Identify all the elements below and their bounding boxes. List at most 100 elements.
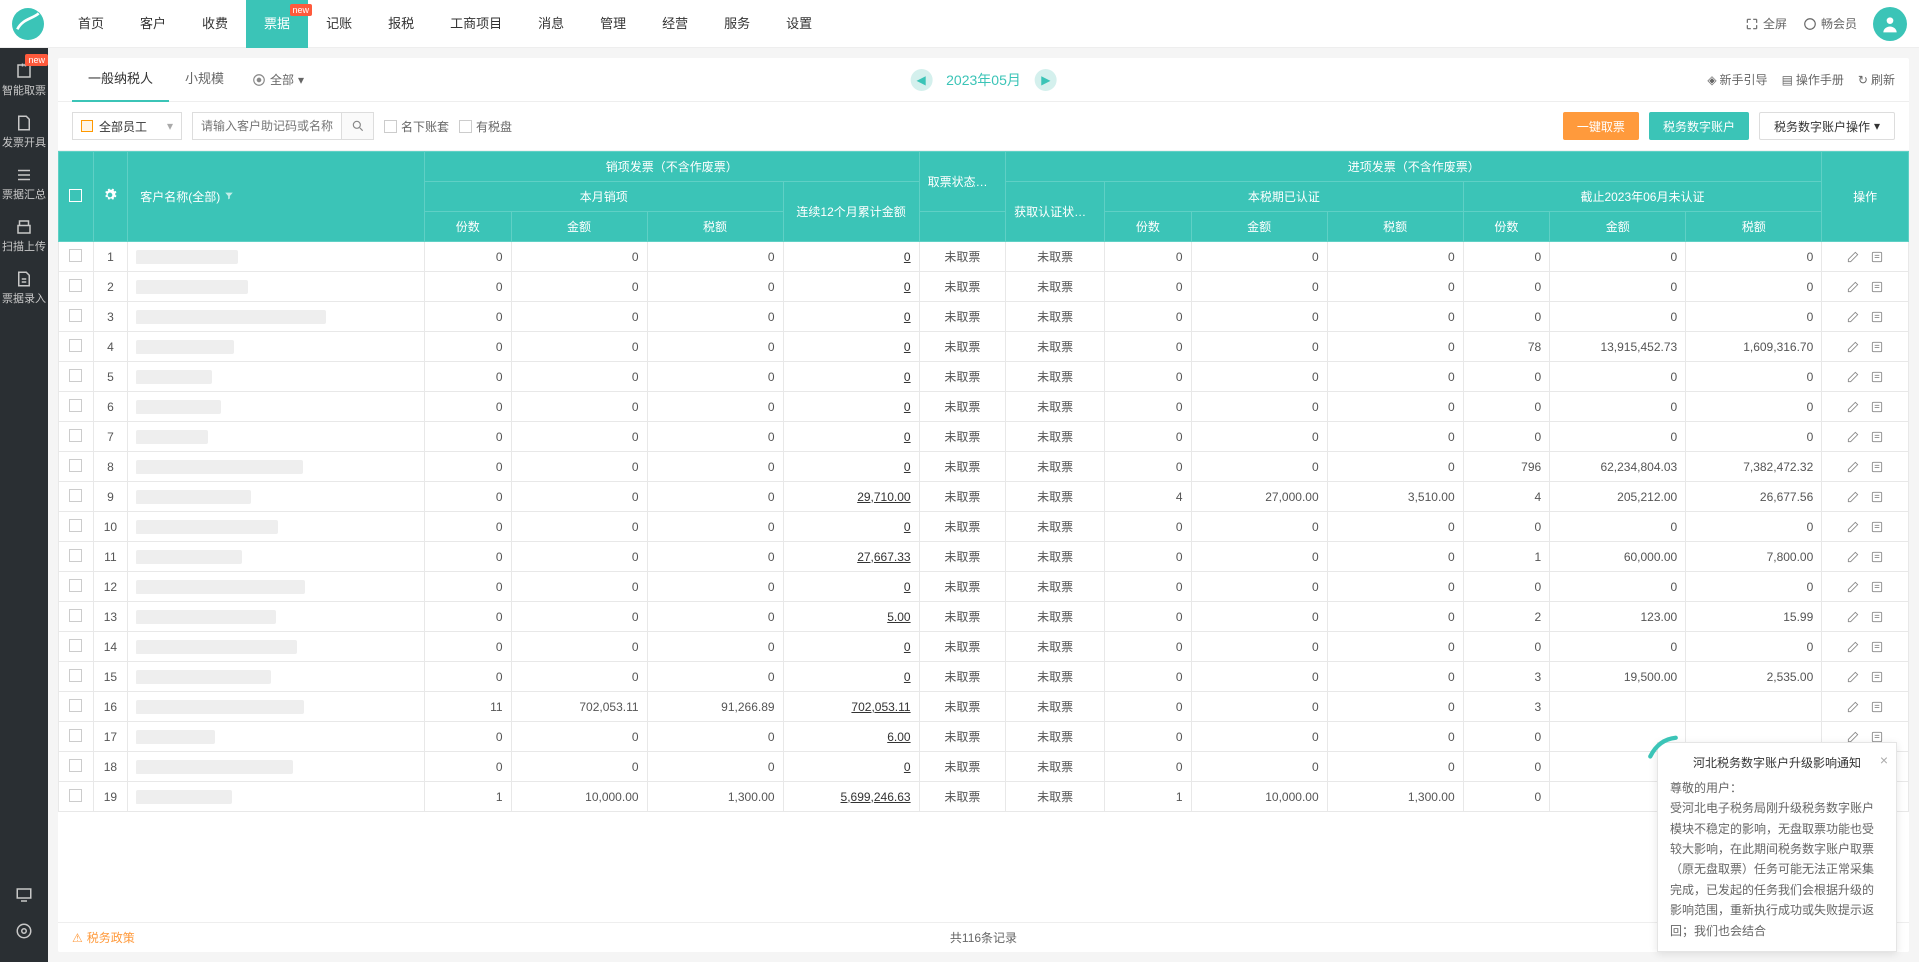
edit-icon[interactable] (1846, 640, 1860, 654)
row-checkbox[interactable] (69, 339, 82, 352)
sidebar-票据录入[interactable]: 票据录入 (0, 262, 48, 314)
tab-all-selector[interactable]: 全部 ▾ (252, 71, 304, 88)
detail-icon[interactable] (1870, 640, 1884, 654)
edit-icon[interactable] (1846, 370, 1860, 384)
nav-首页[interactable]: 首页 (60, 0, 122, 48)
edit-icon[interactable] (1846, 400, 1860, 414)
current-date[interactable]: 2023年05月 (946, 70, 1021, 90)
sidebar-发票开具[interactable]: 发票开具 (0, 106, 48, 158)
under-account-checkbox[interactable]: 名下账套 (384, 118, 449, 135)
sidebar-扫描上传[interactable]: 扫描上传 (0, 210, 48, 262)
edit-icon[interactable] (1846, 490, 1860, 504)
row-checkbox[interactable] (69, 309, 82, 322)
row-checkbox[interactable] (69, 699, 82, 712)
edit-icon[interactable] (1846, 610, 1860, 624)
nav-客户[interactable]: 客户 (122, 0, 184, 48)
data-table-wrap[interactable]: 客户名称(全部) 销项发票（不含作废票） 取票状态（全部） 进项发票（不含作废票… (58, 151, 1909, 922)
table-row[interactable]: 10▇▇▇▇0000未取票未取票000000 (59, 512, 1909, 542)
detail-icon[interactable] (1870, 250, 1884, 264)
table-row[interactable]: 13▇▇▇▇0005.00未取票未取票0002123.0015.99 (59, 602, 1909, 632)
digital-account-button[interactable]: 税务数字账户 (1649, 112, 1749, 140)
nav-收费[interactable]: 收费 (184, 0, 246, 48)
table-row[interactable]: 18▇▇▇▇0000未取票未取票0000 (59, 752, 1909, 782)
tab-small[interactable]: 小规模 (169, 58, 240, 102)
digital-account-ops-button[interactable]: 税务数字账户操作▾ (1759, 112, 1895, 140)
refresh-link[interactable]: ↻ 刷新 (1858, 71, 1895, 88)
sidebar-monitor-icon[interactable] (0, 878, 48, 914)
table-row[interactable]: 14▇▇▇▇0000未取票未取票000000 (59, 632, 1909, 662)
nav-记账[interactable]: 记账 (308, 0, 370, 48)
detail-icon[interactable] (1870, 730, 1884, 744)
row-checkbox[interactable] (69, 399, 82, 412)
table-row[interactable]: 3▇▇▇▇0000未取票未取票000000 (59, 302, 1909, 332)
detail-icon[interactable] (1870, 400, 1884, 414)
detail-icon[interactable] (1870, 490, 1884, 504)
guide-link[interactable]: ◈ 新手引导 (1707, 71, 1767, 88)
table-row[interactable]: 2▇▇▇▇0000未取票未取票000000 (59, 272, 1909, 302)
sidebar-help-icon[interactable] (0, 914, 48, 950)
detail-icon[interactable] (1870, 610, 1884, 624)
edit-icon[interactable] (1846, 550, 1860, 564)
table-row[interactable]: 17▇▇▇▇0006.00未取票未取票0000 (59, 722, 1909, 752)
edit-icon[interactable] (1846, 580, 1860, 594)
table-row[interactable]: 12▇▇▇▇0000未取票未取票000000 (59, 572, 1909, 602)
notice-close-button[interactable]: × (1880, 749, 1888, 773)
table-row[interactable]: 9▇▇▇▇00029,710.00未取票未取票427,000.003,510.0… (59, 482, 1909, 512)
edit-icon[interactable] (1846, 340, 1860, 354)
sidebar-智能取票[interactable]: 智能取票new (0, 54, 48, 106)
row-checkbox[interactable] (69, 519, 82, 532)
row-checkbox[interactable] (69, 369, 82, 382)
edit-icon[interactable] (1846, 670, 1860, 684)
table-row[interactable]: 8▇▇▇▇0000未取票未取票00079662,234,804.037,382,… (59, 452, 1909, 482)
edit-icon[interactable] (1846, 730, 1860, 744)
onekey-fetch-button[interactable]: 一键取票 (1563, 112, 1639, 140)
row-checkbox[interactable] (69, 759, 82, 772)
nav-经营[interactable]: 经营 (644, 0, 706, 48)
row-checkbox[interactable] (69, 669, 82, 682)
date-prev[interactable]: ◀ (910, 69, 932, 91)
nav-服务[interactable]: 服务 (706, 0, 768, 48)
user-avatar[interactable] (1873, 7, 1907, 41)
detail-icon[interactable] (1870, 340, 1884, 354)
nav-工商项目[interactable]: 工商项目 (432, 0, 520, 48)
detail-icon[interactable] (1870, 700, 1884, 714)
nav-设置[interactable]: 设置 (768, 0, 830, 48)
edit-icon[interactable] (1846, 250, 1860, 264)
detail-icon[interactable] (1870, 430, 1884, 444)
row-checkbox[interactable] (69, 249, 82, 262)
row-checkbox[interactable] (69, 429, 82, 442)
nav-管理[interactable]: 管理 (582, 0, 644, 48)
manual-link[interactable]: ▤ 操作手册 (1782, 71, 1844, 88)
nav-票据[interactable]: 票据new (246, 0, 308, 48)
row-checkbox[interactable] (69, 639, 82, 652)
row-checkbox[interactable] (69, 579, 82, 592)
table-row[interactable]: 15▇▇▇▇0000未取票未取票000319,500.002,535.00 (59, 662, 1909, 692)
row-checkbox[interactable] (69, 729, 82, 742)
row-checkbox[interactable] (69, 789, 82, 802)
detail-icon[interactable] (1870, 460, 1884, 474)
row-checkbox[interactable] (69, 279, 82, 292)
sidebar-票据汇总[interactable]: 票据汇总 (0, 158, 48, 210)
has-disk-checkbox[interactable]: 有税盘 (459, 118, 512, 135)
edit-icon[interactable] (1846, 520, 1860, 534)
edit-icon[interactable] (1846, 310, 1860, 324)
member-button[interactable]: 畅会员 (1803, 15, 1857, 32)
customer-search-input[interactable] (192, 112, 342, 140)
select-all-checkbox[interactable] (69, 189, 82, 202)
fullscreen-button[interactable]: 全屏 (1745, 15, 1787, 32)
table-row[interactable]: 11▇▇▇▇00027,667.33未取票未取票000160,000.007,8… (59, 542, 1909, 572)
detail-icon[interactable] (1870, 520, 1884, 534)
tab-general[interactable]: 一般纳税人 (72, 58, 169, 102)
row-checkbox[interactable] (69, 549, 82, 562)
table-row[interactable]: 6▇▇▇▇0000未取票未取票000000 (59, 392, 1909, 422)
filter-icon[interactable] (224, 190, 234, 204)
table-row[interactable]: 7▇▇▇▇0000未取票未取票000000 (59, 422, 1909, 452)
row-checkbox[interactable] (69, 609, 82, 622)
edit-icon[interactable] (1846, 280, 1860, 294)
detail-icon[interactable] (1870, 370, 1884, 384)
detail-icon[interactable] (1870, 280, 1884, 294)
nav-报税[interactable]: 报税 (370, 0, 432, 48)
table-row[interactable]: 4▇▇▇▇0000未取票未取票0007813,915,452.731,609,3… (59, 332, 1909, 362)
logo[interactable] (12, 8, 44, 40)
table-row[interactable]: 5▇▇▇▇0000未取票未取票000000 (59, 362, 1909, 392)
